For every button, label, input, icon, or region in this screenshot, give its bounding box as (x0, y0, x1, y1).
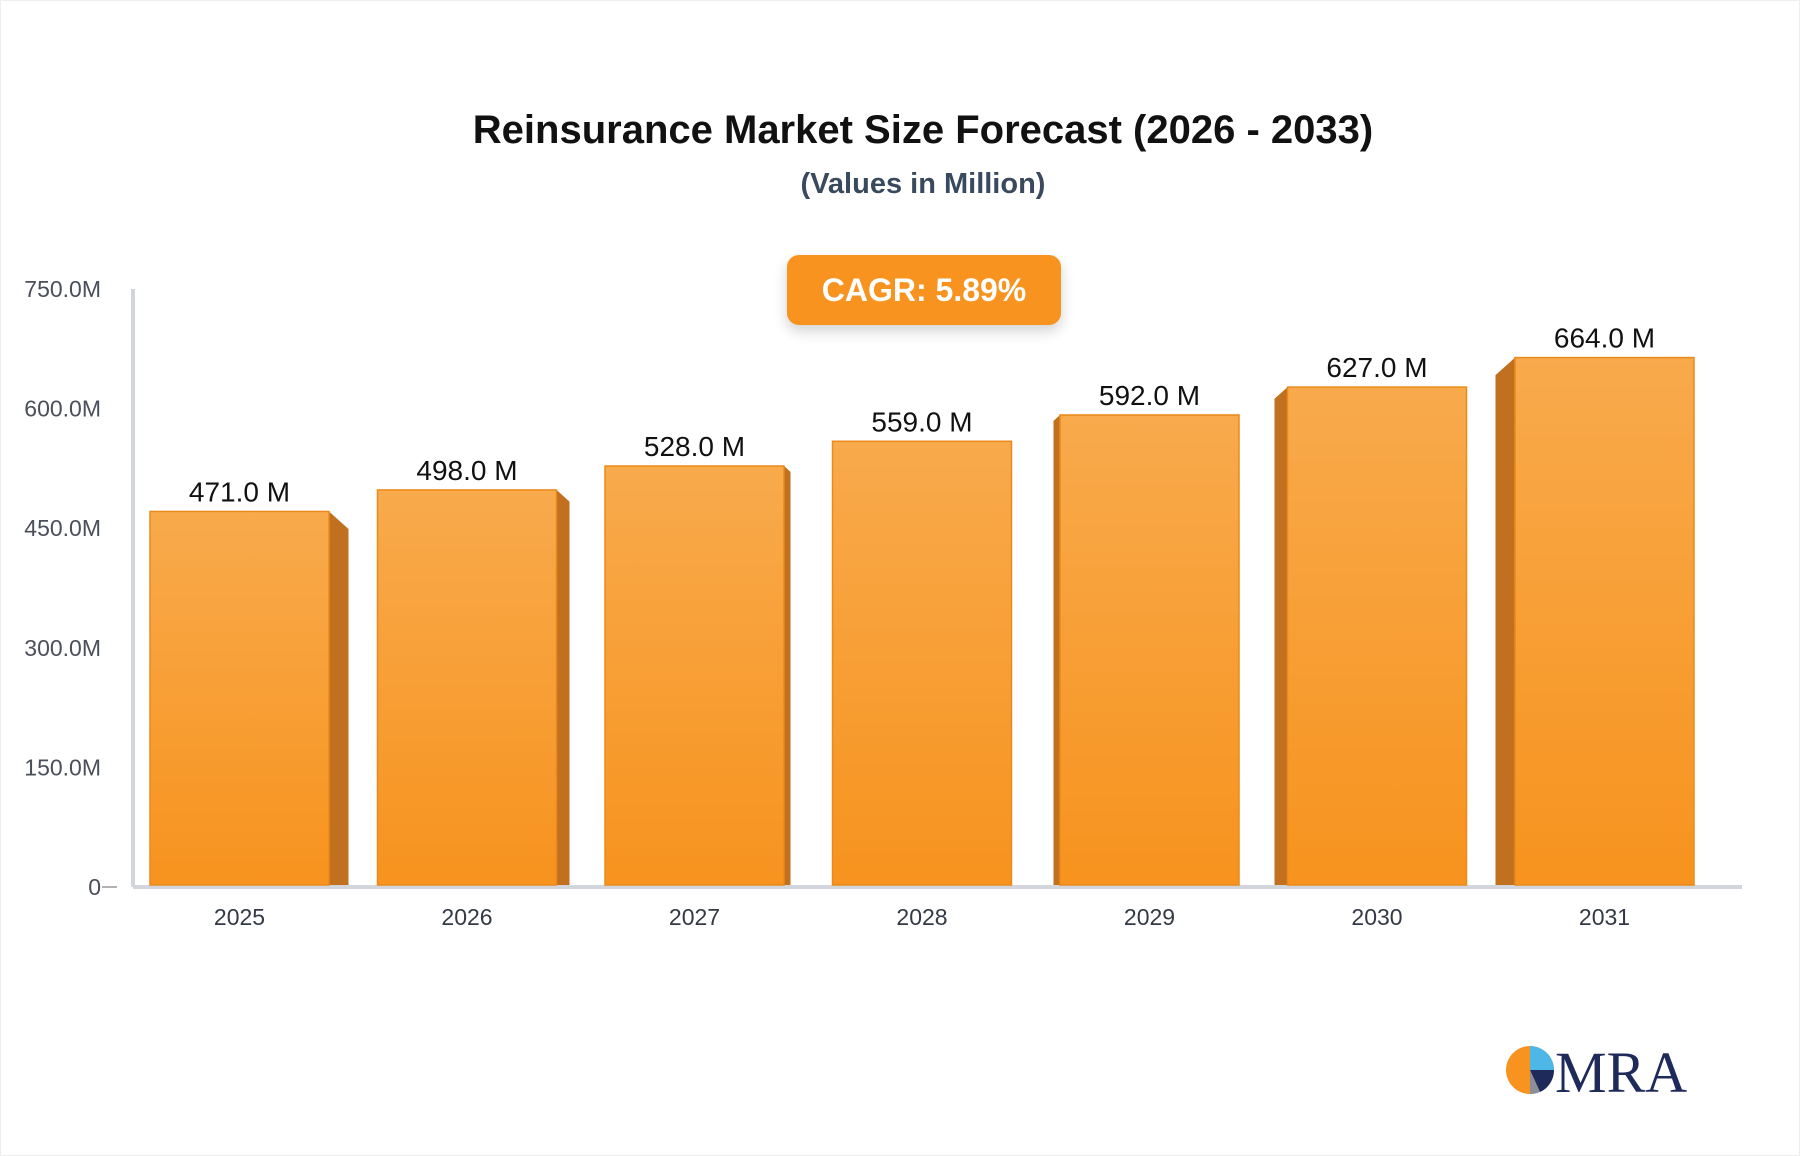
x-tick-label: 2030 (1351, 904, 1402, 930)
data-label: 559.0 M (871, 406, 972, 437)
x-tick-label: 2025 (214, 904, 265, 930)
y-tick-label: 600.0M (24, 396, 101, 422)
bar-2028 (831, 440, 1013, 886)
bar-2026 (376, 489, 558, 886)
bar-2031 (1514, 356, 1695, 886)
bar-2027 (604, 465, 785, 886)
bar-side (1274, 387, 1288, 885)
bar-2025 (149, 510, 330, 886)
x-tick-label: 2029 (1124, 904, 1175, 930)
bar-side (784, 466, 791, 885)
y-tick-label: 300.0M (24, 635, 101, 661)
x-tick-label: 2027 (669, 904, 720, 930)
data-label: 528.0 M (644, 431, 745, 462)
x-tick-label: 2031 (1579, 904, 1630, 930)
y-tick-label: 450.0M (24, 515, 101, 541)
x-tick-label: 2028 (896, 904, 947, 930)
x-tick-label: 2026 (441, 904, 492, 930)
mra-logo: MRA (1506, 1040, 1687, 1100)
y-tick-label: 0 (88, 874, 101, 900)
bar-side (556, 489, 570, 885)
bar-side (1053, 414, 1060, 885)
data-label: 627.0 M (1326, 352, 1427, 383)
y-tick-label: 750.0M (24, 276, 101, 302)
data-label: 471.0 M (189, 476, 290, 507)
svg-text:MRA: MRA (1555, 1040, 1687, 1100)
data-label: 498.0 M (416, 455, 517, 486)
data-label: 664.0 M (1554, 323, 1655, 354)
data-label: 592.0 M (1099, 380, 1200, 411)
bar-side (1495, 357, 1515, 885)
cagr-badge: CAGR: 5.89% (787, 255, 1061, 325)
y-tick-label: 150.0M (24, 754, 101, 780)
chart-title: Reinsurance Market Size Forecast (2026 -… (472, 108, 1374, 152)
bar-2029 (1059, 414, 1240, 886)
bar-2030 (1286, 386, 1468, 886)
bar-side (329, 511, 349, 885)
chart-subtitle: (Values in Million) (800, 168, 1046, 200)
